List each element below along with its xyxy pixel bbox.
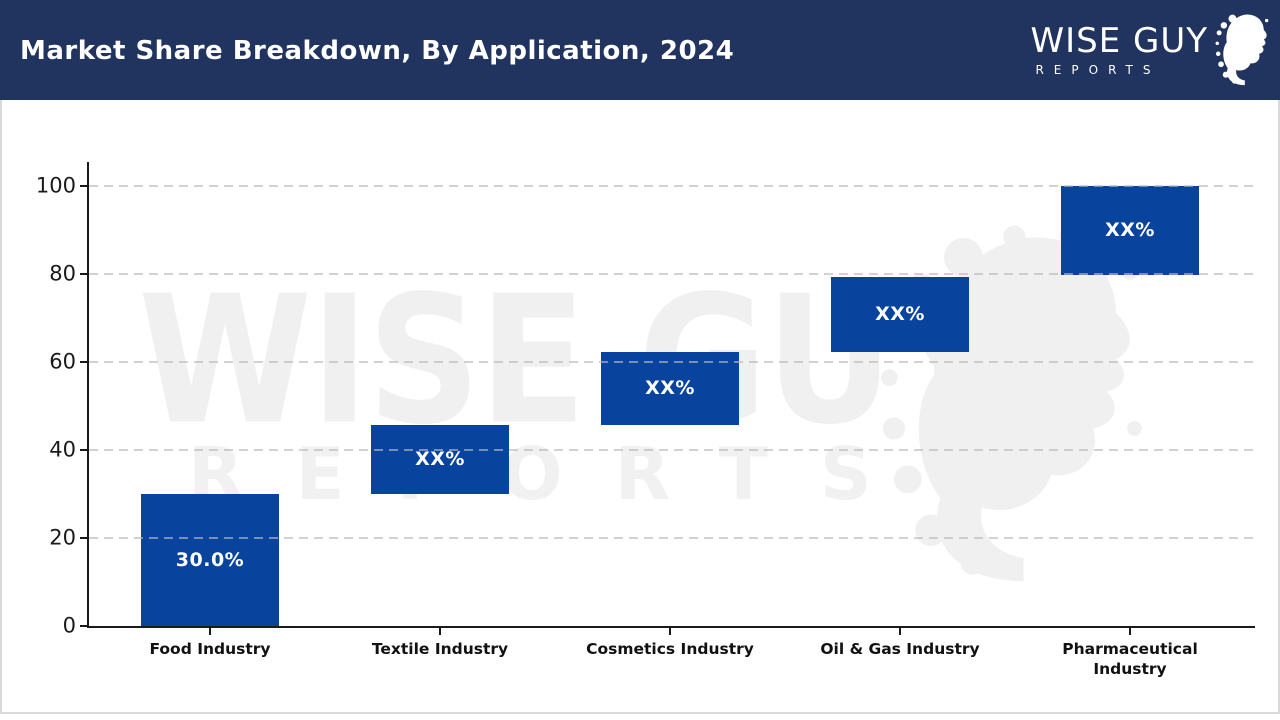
bar-food-industry: 30.0% bbox=[141, 494, 279, 626]
gridline-100 bbox=[89, 185, 1253, 187]
brand-name: WISE GUY bbox=[1030, 20, 1208, 61]
x-tick-mark-pharmaceutical-industry bbox=[1129, 628, 1131, 635]
category-label-pharmaceutical-industry: Pharmaceutical Industry bbox=[1062, 640, 1198, 679]
gridline-20 bbox=[89, 537, 1253, 539]
page-title: Market Share Breakdown, By Application, … bbox=[20, 36, 735, 66]
y-tick-mark-0 bbox=[80, 625, 87, 627]
y-tick-mark-20 bbox=[80, 537, 87, 539]
gridline-40 bbox=[89, 449, 1253, 451]
x-tick-mark-textile-industry bbox=[439, 628, 441, 635]
y-tick-label-20: 20 bbox=[49, 525, 76, 550]
bar-pharmaceutical-industry: XX% bbox=[1061, 186, 1199, 275]
bar-value-label: XX% bbox=[645, 377, 695, 400]
gridline-60 bbox=[89, 361, 1253, 363]
y-tick-label-40: 40 bbox=[49, 437, 76, 462]
x-tick-mark-cosmetics-industry bbox=[669, 628, 671, 635]
bar-textile-industry: XX% bbox=[371, 424, 509, 494]
category-label-textile-industry: Textile Industry bbox=[371, 640, 509, 658]
y-tick-label-80: 80 bbox=[49, 261, 76, 286]
brand-logo: WISE GUY REPORTS bbox=[1030, 10, 1270, 90]
y-tick-label-60: 60 bbox=[49, 349, 76, 374]
watermark-tagline-text: REPORTS bbox=[188, 432, 924, 516]
brand-tagline: REPORTS bbox=[1035, 62, 1161, 77]
y-tick-mark-80 bbox=[80, 273, 87, 275]
y-tick-mark-100 bbox=[80, 185, 87, 187]
category-label-cosmetics-industry: Cosmetics Industry bbox=[586, 640, 754, 658]
bar-cosmetics-industry: XX% bbox=[601, 351, 739, 425]
logo-head-icon bbox=[1215, 14, 1269, 86]
y-tick-label-100: 100 bbox=[35, 173, 76, 198]
y-tick-label-0: 0 bbox=[62, 613, 76, 638]
gridline-80 bbox=[89, 273, 1253, 275]
header-bar: Market Share Breakdown, By Application, … bbox=[0, 0, 1280, 100]
bar-value-label: XX% bbox=[875, 303, 925, 326]
y-axis-line bbox=[87, 162, 89, 628]
category-label-food-industry: Food Industry bbox=[149, 640, 271, 658]
bar-value-label: XX% bbox=[1105, 219, 1155, 242]
y-tick-mark-40 bbox=[80, 449, 87, 451]
x-axis-line bbox=[87, 626, 1255, 628]
x-tick-mark-oil-gas-industry bbox=[899, 628, 901, 635]
brand-logo-text: WISE GUY REPORTS bbox=[1030, 24, 1208, 77]
category-label-oil-gas-industry: Oil & Gas Industry bbox=[820, 640, 980, 658]
bar-oil-gas-industry: XX% bbox=[831, 276, 969, 352]
bar-value-label: 30.0% bbox=[175, 549, 245, 571]
bar-value-label: XX% bbox=[415, 448, 465, 471]
x-tick-mark-food-industry bbox=[209, 628, 211, 635]
y-tick-mark-60 bbox=[80, 361, 87, 363]
